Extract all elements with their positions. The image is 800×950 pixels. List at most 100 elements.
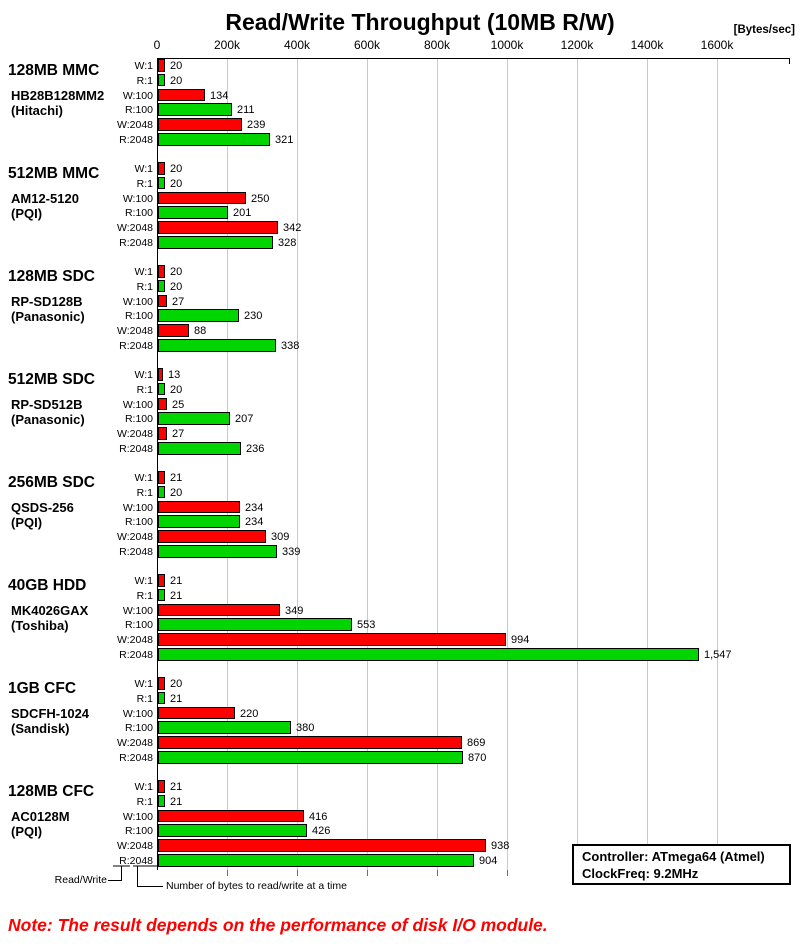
x-axis-bottom-tick [367, 870, 368, 876]
bar-category-label: W:2048 [117, 531, 153, 544]
bar-value-label: 250 [251, 192, 270, 205]
bar-category-label: R:1 [136, 177, 153, 190]
write-bar [158, 633, 506, 646]
group-name: 512MB MMC [8, 165, 100, 182]
write-bar [158, 530, 266, 543]
y-axis-line [157, 58, 158, 870]
read-bar [158, 794, 165, 808]
bar-value-label: 21 [170, 795, 183, 808]
write-bar [158, 500, 240, 514]
read-bar [158, 279, 165, 293]
read-bar [158, 648, 699, 661]
bar-value-label: 20 [170, 74, 183, 87]
bar-value-label: 21 [170, 575, 183, 587]
group-model: HB28B128MM2 [11, 88, 105, 103]
read-bar [158, 824, 307, 837]
bar-value-label: 201 [233, 207, 252, 220]
bar-value-label: 25 [172, 398, 185, 411]
bar-category-label: W:1 [134, 472, 153, 484]
read-bar [158, 382, 165, 396]
bar-category-label: R:2048 [119, 340, 153, 352]
bar-category-label: R:1 [136, 280, 153, 293]
read-bar [158, 206, 228, 219]
bar-category-label: W:2048 [117, 222, 153, 235]
gridline [367, 59, 368, 870]
write-bar [158, 809, 304, 823]
bar-category-label: W:1 [134, 163, 153, 175]
clockfreq-label: ClockFreq: 9.2MHz [582, 865, 699, 881]
write-bar [158, 88, 205, 102]
bar-category-label: R:100 [124, 825, 153, 838]
bar-value-label: 21 [170, 781, 183, 793]
bar-value-label: 134 [210, 89, 229, 102]
x-axis-tick-label: 800k [423, 38, 451, 52]
bar-category-label: R:2048 [119, 752, 153, 764]
bar-value-label: 20 [170, 383, 183, 396]
bar-category-label: R:100 [124, 413, 153, 426]
x-axis-tick-label: 400k [283, 38, 311, 52]
read-bar [158, 339, 276, 352]
group-name: 128MB CFC [8, 783, 95, 800]
bar-value-label: 416 [309, 810, 328, 823]
bar-value-label: 20 [170, 280, 183, 293]
group-brand: (PQI) [11, 206, 43, 221]
bar-category-label: R:1 [136, 486, 153, 499]
bar-value-label: 339 [282, 546, 301, 558]
read-bar [158, 133, 270, 146]
write-bar [158, 294, 167, 308]
read-bar [158, 442, 241, 455]
bar-value-label: 349 [285, 604, 304, 617]
group-model: SDCFH-1024 [11, 706, 90, 721]
write-bar [158, 574, 165, 587]
bar-value-label: 328 [278, 237, 297, 249]
bar-category-label: W:100 [122, 810, 153, 823]
group-model: QSDS-256 [11, 500, 74, 515]
write-bar [158, 324, 189, 337]
axis-unit-label: [Bytes/sec] [733, 24, 795, 36]
bar-category-label: W:100 [122, 295, 153, 308]
bar-value-label: 21 [170, 692, 183, 705]
x-axis-end-tick [789, 58, 790, 64]
bar-value-label: 994 [511, 634, 530, 647]
bar-category-label: W:1 [134, 266, 153, 278]
bar-category-label: W:1 [134, 60, 153, 72]
bar-category-label: R:100 [124, 619, 153, 632]
bar-category-label: W:1 [134, 781, 153, 793]
gridline [647, 59, 648, 870]
group-name: 256MB SDC [8, 474, 95, 491]
bar-value-label: 88 [194, 325, 207, 338]
x-axis-bottom-tick [227, 870, 228, 876]
x-axis-tick-label: 200k [213, 38, 241, 52]
x-axis-tick-label: 1200k [560, 38, 594, 52]
bar-category-label: R:100 [124, 207, 153, 220]
group-brand: (Panasonic) [11, 309, 85, 324]
bar-value-label: 20 [170, 163, 183, 175]
bar-value-label: 321 [275, 134, 294, 146]
read-bar [158, 545, 277, 558]
bar-category-label: W:1 [134, 575, 153, 587]
x-axis-bottom-tick [437, 870, 438, 876]
read-bar [158, 103, 232, 116]
bar-value-label: 380 [296, 722, 315, 735]
bar-value-label: 20 [170, 177, 183, 190]
group-model: AM12-5120 [11, 191, 79, 206]
x-axis-tick-label: 1400k [630, 38, 664, 52]
bar-category-label: W:2048 [117, 737, 153, 750]
write-bar [158, 191, 246, 205]
gridline [227, 59, 228, 870]
bar-value-label: 239 [247, 119, 266, 132]
group-model: MK4026GAX [11, 603, 89, 618]
bar-value-label: 870 [468, 752, 487, 764]
write-bar [158, 677, 165, 690]
bar-category-label: W:100 [122, 398, 153, 411]
bar-category-label: W:100 [122, 89, 153, 102]
bar-category-label: W:1 [134, 369, 153, 381]
bar-value-label: 27 [172, 428, 185, 441]
bar-category-label: R:1 [136, 692, 153, 705]
read-bar [158, 309, 239, 322]
group-brand: (Toshiba) [11, 618, 69, 633]
write-bar [158, 706, 235, 720]
bar-value-label: 20 [170, 678, 183, 690]
x-axis-bottom-tick [297, 870, 298, 876]
